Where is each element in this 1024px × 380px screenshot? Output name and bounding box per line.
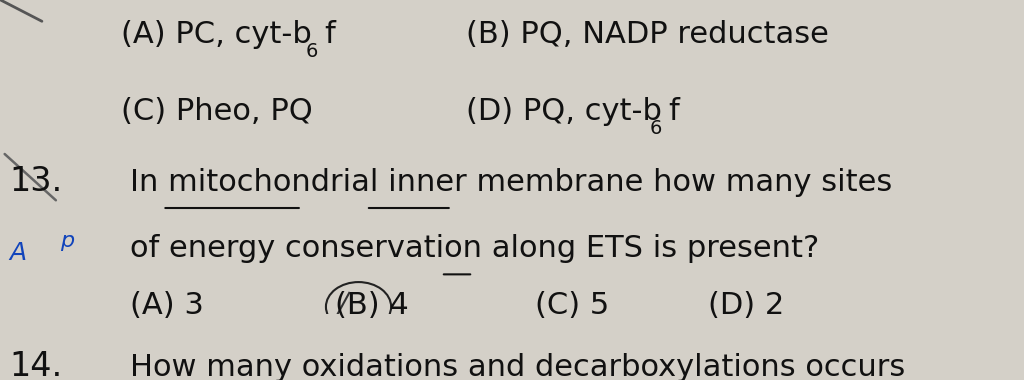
Text: 6: 6 xyxy=(650,119,663,138)
Text: (D) 2: (D) 2 xyxy=(708,291,784,320)
Text: (C) 5: (C) 5 xyxy=(536,291,609,320)
Text: (D) PQ, cyt-b: (D) PQ, cyt-b xyxy=(466,97,662,126)
Text: In mitochondrial inner membrane how many sites: In mitochondrial inner membrane how many… xyxy=(130,168,893,197)
Text: p: p xyxy=(60,231,75,250)
Text: of energy conservation along ETS is present?: of energy conservation along ETS is pres… xyxy=(130,234,819,263)
Text: (C) Pheo, PQ: (C) Pheo, PQ xyxy=(121,97,312,126)
Text: (A) 3: (A) 3 xyxy=(130,291,204,320)
Text: (B) 4: (B) 4 xyxy=(335,291,409,320)
Text: How many oxidations and decarboxylations occurs: How many oxidations and decarboxylations… xyxy=(130,353,905,380)
Text: (A) PC, cyt-b: (A) PC, cyt-b xyxy=(121,20,312,49)
Text: 14.: 14. xyxy=(9,350,62,380)
Text: (B) PQ, NADP reductase: (B) PQ, NADP reductase xyxy=(466,20,828,49)
Text: f: f xyxy=(669,97,679,126)
Text: f: f xyxy=(324,20,335,49)
Text: 6: 6 xyxy=(305,42,317,61)
Text: A: A xyxy=(9,241,27,266)
Text: 13.: 13. xyxy=(9,165,62,198)
